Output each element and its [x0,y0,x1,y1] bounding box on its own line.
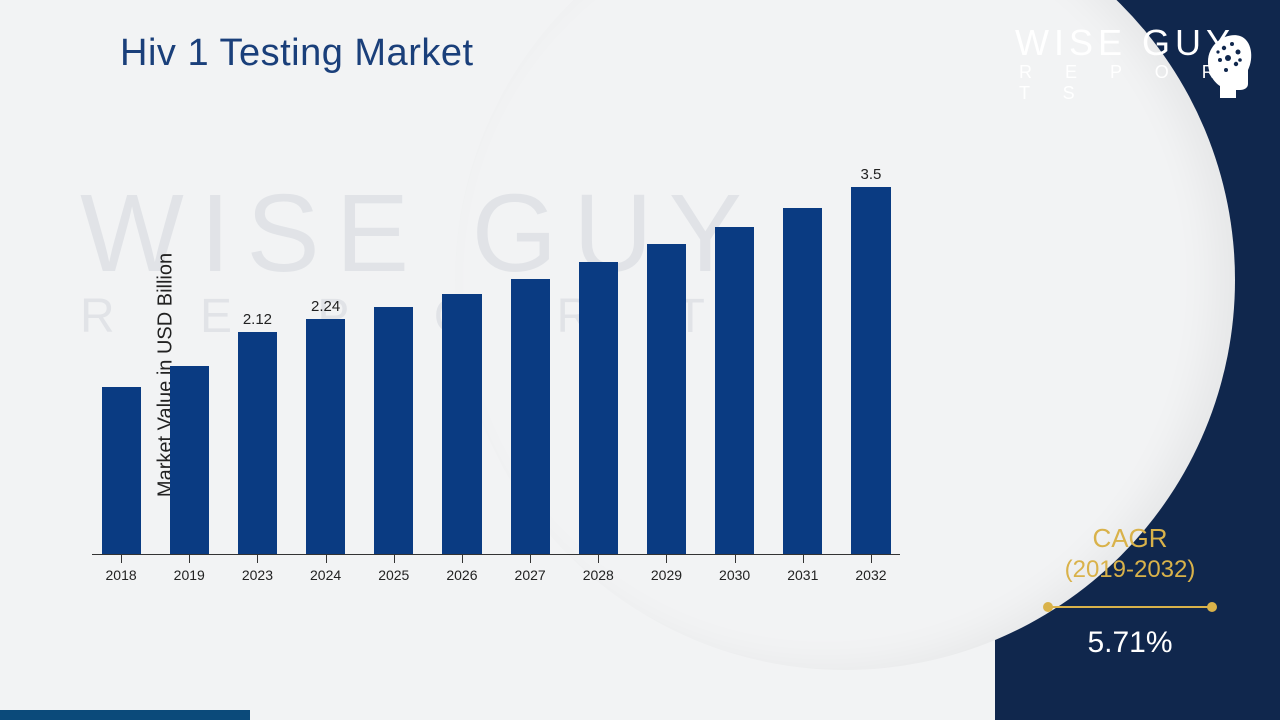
x-tick-label: 2027 [515,567,546,583]
x-tick-label: 2019 [174,567,205,583]
bar [170,366,209,555]
x-tick [871,555,872,563]
x-axis-baseline [92,554,900,555]
x-tick-label: 2026 [446,567,477,583]
x-tick-label: 2018 [106,567,137,583]
x-tick [257,555,258,563]
bar-value-label: 2.24 [311,298,340,315]
bar [715,227,754,555]
x-tick [803,555,804,563]
bar-slot: 2028 [573,155,623,555]
x-tick-label: 2031 [787,567,818,583]
x-tick [394,555,395,563]
bar-value-label: 3.5 [861,166,882,183]
cagr-value: 5.71% [1030,626,1230,660]
accent-bar [0,710,250,720]
bar-slot: 2031 [778,155,828,555]
bar-slot: 2029 [641,155,691,555]
x-tick [735,555,736,563]
bar-slot: 20242.24 [301,155,351,555]
bar [374,307,413,555]
brand-logo: WISE GUY R E P O R T S [1015,22,1250,104]
plot-area: 2018 2019 20232.12 20242.24 2025 2026 2027 2028… [92,155,900,555]
bar-slot: 2030 [710,155,760,555]
x-tick-label: 2030 [719,567,750,583]
cagr-range: (2019-2032) [1030,556,1230,584]
bar [783,208,822,555]
x-tick [462,555,463,563]
bar [238,332,277,555]
bar [306,319,345,555]
x-tick-label: 2032 [855,567,886,583]
x-tick [598,555,599,563]
bar [579,262,618,555]
cagr-block: CAGR (2019-2032) 5.71% [1030,523,1230,660]
bar-chart: Market Value in USD Billion 201820192023… [60,155,900,595]
bar-slot: 2025 [369,155,419,555]
head-network-icon [1198,28,1254,98]
x-tick-label: 2028 [583,567,614,583]
x-tick [189,555,190,563]
bar [102,387,141,555]
bar [851,187,890,555]
bar [442,294,481,555]
x-tick-label: 2029 [651,567,682,583]
bar-slot: 2018 [96,155,146,555]
x-tick [326,555,327,563]
bar [647,244,686,555]
x-tick [121,555,122,563]
cagr-divider [1045,602,1215,612]
bar-slot: 20232.12 [232,155,282,555]
bar-slot: 2026 [437,155,487,555]
x-tick-label: 2025 [378,567,409,583]
bar-value-label: 2.12 [243,311,272,328]
bar-slot: 2019 [164,155,214,555]
x-tick-label: 2024 [310,567,341,583]
page-title: Hiv 1 Testing Market [120,32,474,75]
cagr-label: CAGR [1030,523,1230,554]
bar [511,279,550,555]
bar-slot: 20323.5 [846,155,896,555]
x-tick [666,555,667,563]
bar-slot: 2027 [505,155,555,555]
x-tick-label: 2023 [242,567,273,583]
x-tick [530,555,531,563]
